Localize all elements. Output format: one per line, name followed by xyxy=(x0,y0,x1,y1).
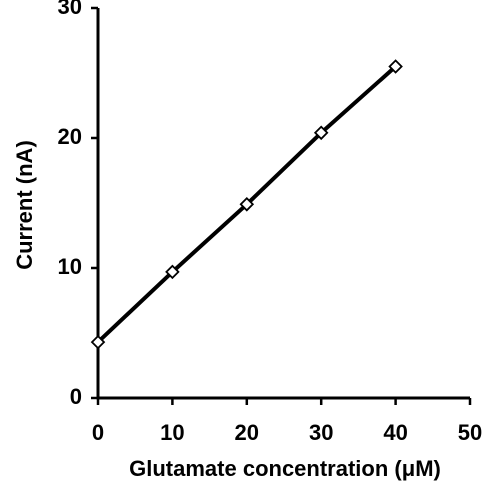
x-tick-label: 0 xyxy=(92,420,104,445)
y-tick-label: 0 xyxy=(70,384,82,409)
y-axis-label: Current (nA) xyxy=(12,140,37,270)
y-tick-label: 30 xyxy=(58,0,82,19)
x-tick-label: 30 xyxy=(309,420,333,445)
data-point xyxy=(388,59,403,74)
y-tick-label: 10 xyxy=(58,254,82,279)
y-tick-label: 20 xyxy=(58,124,82,149)
data-point xyxy=(239,197,255,212)
x-tick-label: 20 xyxy=(235,420,259,445)
x-tick-label: 40 xyxy=(383,420,407,445)
x-tick-label: 10 xyxy=(160,420,184,445)
data-point xyxy=(165,264,180,280)
data-point xyxy=(313,125,329,141)
data-point xyxy=(90,334,106,350)
x-axis-label: Glutamate concentration (μM) xyxy=(129,456,441,481)
x-tick-label: 50 xyxy=(458,420,482,445)
